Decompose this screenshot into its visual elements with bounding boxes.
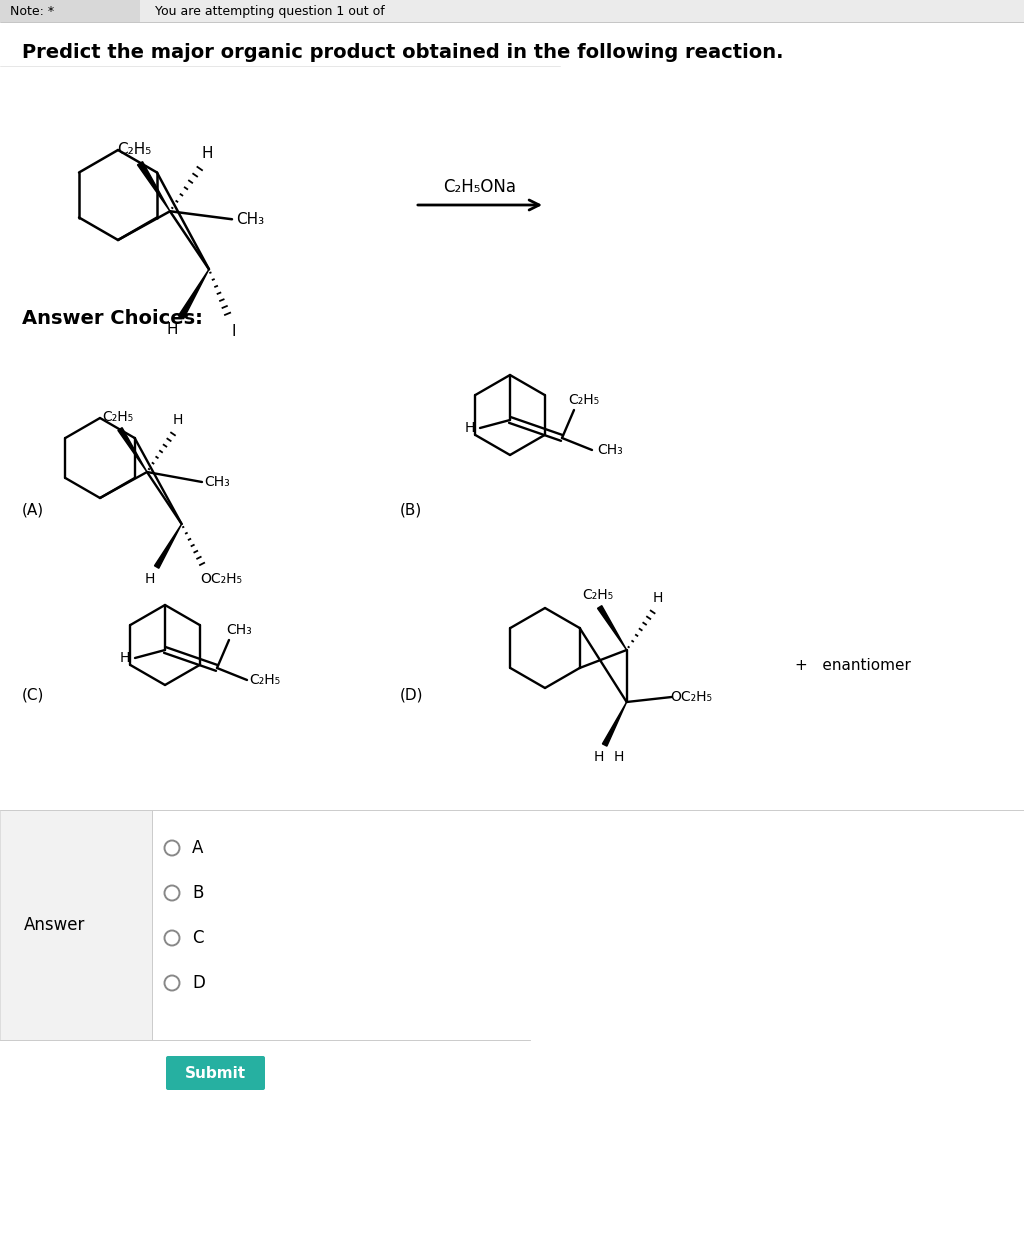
Polygon shape [178,269,209,319]
Text: H: H [144,572,155,586]
Text: I: I [231,324,237,339]
Text: H: H [613,750,624,764]
Text: A: A [193,839,204,857]
Text: C₂H₅ONa: C₂H₅ONa [443,178,516,197]
Polygon shape [598,606,627,650]
Text: Predict the major organic product obtained in the following reaction.: Predict the major organic product obtain… [22,42,783,62]
Text: CH₃: CH₃ [236,211,264,226]
Polygon shape [602,702,627,747]
Text: (B): (B) [400,503,422,518]
Text: CH₃: CH₃ [597,442,623,457]
Text: Note: *: Note: * [10,5,54,17]
Text: H: H [166,321,178,336]
Polygon shape [137,162,170,211]
Text: OC₂H₅: OC₂H₅ [201,572,243,586]
Text: (A): (A) [22,503,44,518]
Text: Answer: Answer [25,916,86,934]
Text: C₂H₅: C₂H₅ [582,588,613,602]
Bar [0,0,140,22]
Text: C: C [193,929,204,947]
Text: Submit: Submit [184,1065,246,1080]
Text: CH₃: CH₃ [226,623,252,637]
FancyBboxPatch shape [166,1056,265,1090]
Polygon shape [155,524,181,569]
Text: B: B [193,884,204,902]
Text: C₂H₅: C₂H₅ [117,142,152,157]
Text: H: H [173,413,183,426]
Text: D: D [193,974,205,993]
Text: CH₃: CH₃ [204,475,229,489]
Text: H: H [652,591,663,604]
Text: H: H [120,651,130,665]
Text: You are attempting question 1 out of: You are attempting question 1 out of [155,5,385,17]
Text: C₂H₅: C₂H₅ [568,393,600,407]
Bar [0,0,1024,22]
Text: (C): (C) [22,687,44,702]
Polygon shape [118,428,147,472]
Text: Answer Choices:: Answer Choices: [22,309,203,328]
Bar [0,810,152,1039]
Text: H: H [465,421,475,435]
Text: C₂H₅: C₂H₅ [102,410,133,424]
Text: OC₂H₅: OC₂H₅ [671,690,713,705]
Text: H: H [594,750,604,764]
Text: +   enantiomer: + enantiomer [795,658,911,672]
Text: C₂H₅: C₂H₅ [250,672,281,687]
Text: H: H [202,146,213,161]
Text: (D): (D) [400,687,424,702]
